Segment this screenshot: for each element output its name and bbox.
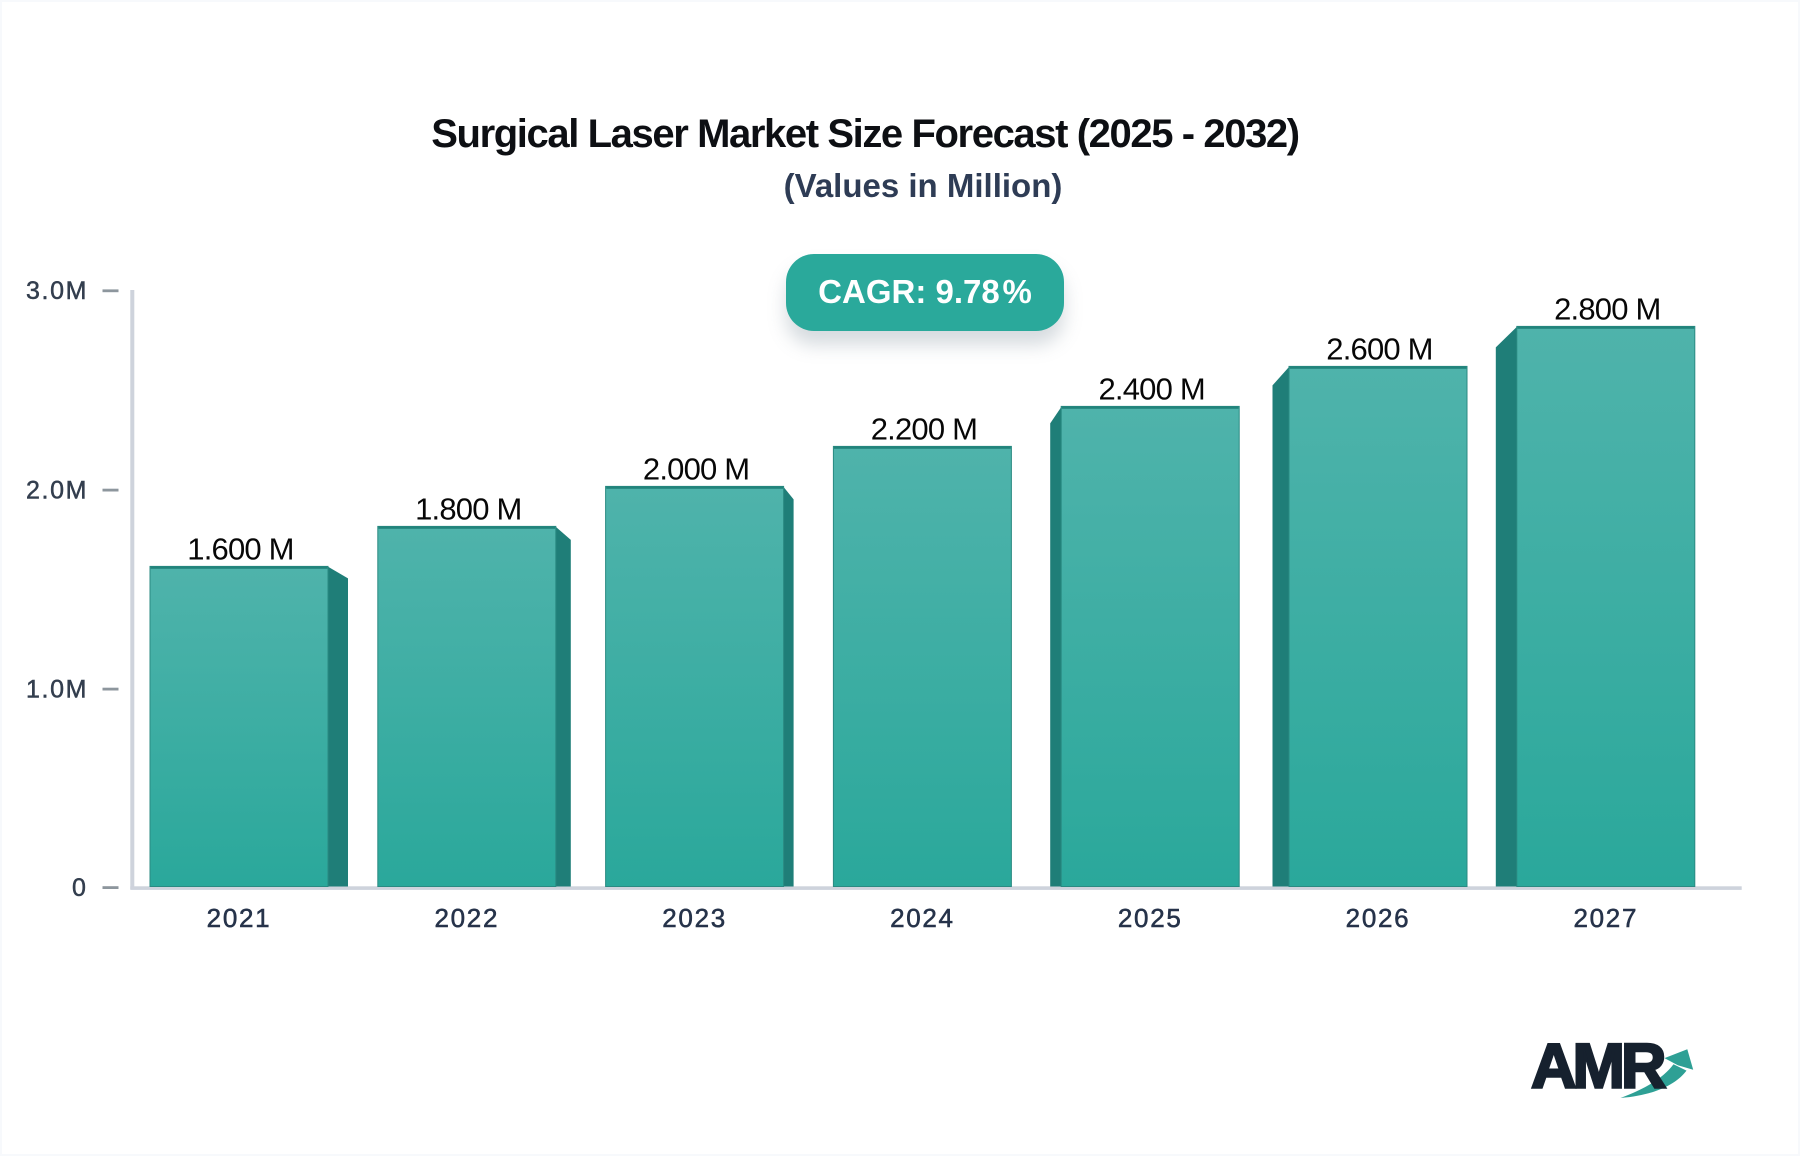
svg-text:2026: 2026 [1346, 903, 1411, 933]
svg-text:1.600 M: 1.600 M [187, 532, 293, 567]
svg-text:2.200 M: 2.200 M [871, 412, 977, 447]
svg-text:2021: 2021 [207, 903, 272, 933]
svg-text:2027: 2027 [1573, 903, 1638, 933]
svg-text:2024: 2024 [890, 903, 955, 933]
svg-text:2.000 M: 2.000 M [643, 452, 749, 487]
svg-text:1.800 M: 1.800 M [415, 492, 521, 527]
svg-text:AMR: AMR [1531, 1032, 1666, 1102]
svg-text:2023: 2023 [662, 903, 727, 933]
svg-text:2.600 M: 2.600 M [1326, 332, 1432, 367]
svg-text:2.800 M: 2.800 M [1554, 292, 1660, 327]
svg-text:3.0M: 3.0M [26, 277, 88, 305]
svg-text:1.0M: 1.0M [26, 675, 88, 703]
svg-text:2022: 2022 [434, 903, 499, 933]
svg-text:2025: 2025 [1118, 903, 1183, 933]
svg-text:2.0M: 2.0M [26, 476, 88, 504]
svg-text:2.400 M: 2.400 M [1098, 372, 1204, 407]
svg-text:0: 0 [72, 874, 88, 902]
